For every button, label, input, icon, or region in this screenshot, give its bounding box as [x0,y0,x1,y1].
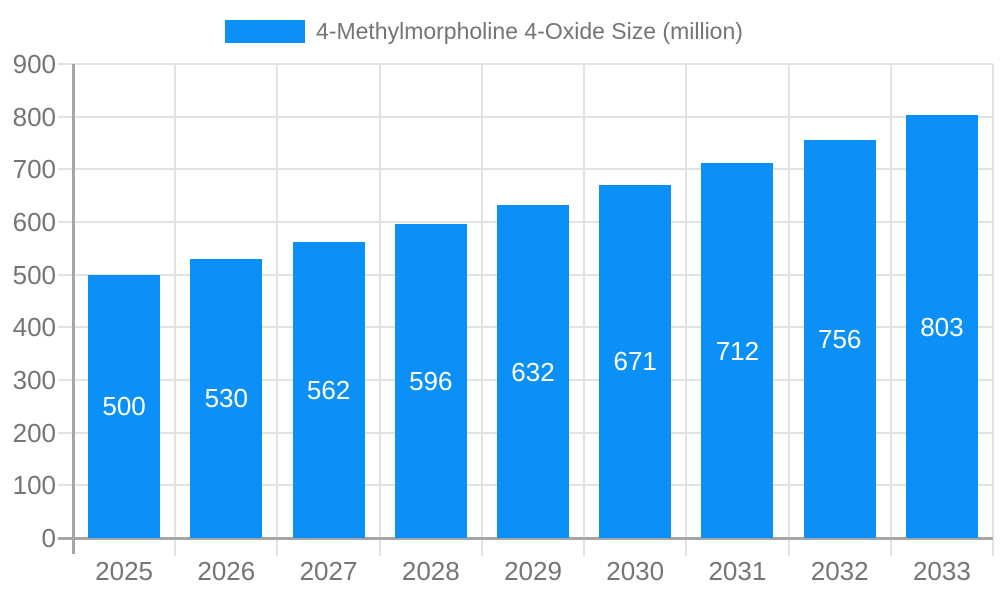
bar-2027[interactable] [292,242,365,538]
bar-2028[interactable] [394,224,467,538]
v-gridline [992,64,994,538]
x-tick [889,540,892,556]
bar-2030[interactable] [599,184,672,538]
bar-2025[interactable] [88,274,161,538]
y-tick [58,326,73,329]
v-gridline [276,64,279,538]
x-tick [583,540,586,556]
x-axis-tick-label: 2025 [95,556,154,586]
y-tick [58,63,73,65]
x-axis-tick-label: 2031 [708,556,767,586]
h-gridline [73,115,993,118]
v-gridline [685,64,688,538]
v-gridline [787,64,790,538]
v-gridline [480,64,483,538]
x-tick [174,540,177,556]
bar-value-label: 671 [613,346,657,377]
y-tick [58,484,73,487]
bar-value-label: 632 [511,356,555,387]
y-axis-tick-label: 100 [12,470,56,501]
bar-value-label: 803 [920,311,964,342]
bar-value-label: 530 [204,383,248,414]
bar-2029[interactable] [497,205,569,538]
y-tick [58,273,73,276]
y-axis-tick-label: 400 [12,312,56,343]
x-axis-tick-label: 2026 [197,556,256,586]
y-axis-line [72,64,75,554]
legend-label: 4-Methylmorpholine 4-Oxide Size (million… [316,18,743,44]
v-gridline [889,64,892,538]
y-axis-tick-label: 0 [41,523,56,553]
y-axis-tick-label: 900 [12,49,56,79]
y-tick [58,168,73,171]
bar-value-label: 756 [817,323,862,354]
v-gridline [378,64,381,538]
v-gridline [174,64,177,538]
bar-2031[interactable] [701,163,774,538]
x-axis-line [58,537,993,540]
bar-value-label: 596 [409,366,453,397]
bar-2026[interactable] [190,258,263,538]
y-axis-tick-label: 300 [12,365,56,395]
v-gridline [583,64,586,538]
bar-value-label: 712 [715,335,760,366]
x-axis-tick-label: 2027 [299,556,358,586]
x-tick [787,540,790,556]
x-axis-tick-label: 2029 [504,556,562,586]
y-axis-tick-label: 500 [12,259,56,290]
h-gridline [73,168,993,171]
x-axis-tick-label: 2033 [912,556,971,586]
x-tick [480,540,483,556]
h-gridline [73,63,993,65]
y-tick [58,431,73,434]
legend-swatch [225,20,305,43]
x-tick [276,540,279,556]
y-axis-tick-label: 800 [12,101,56,132]
y-tick [58,379,73,381]
y-tick [58,221,73,223]
x-axis-tick-label: 2032 [810,556,869,586]
chart-legend[interactable]: 4-Methylmorpholine 4-Oxide Size (million… [225,20,743,43]
x-tick [378,540,381,556]
y-axis-tick-label: 200 [12,417,56,448]
y-axis-tick-label: 600 [12,207,56,237]
x-tick [685,540,688,556]
bar-2033[interactable] [905,115,978,538]
x-axis-tick-label: 2030 [606,556,665,586]
bar-value-label: 562 [306,375,351,405]
x-tick [992,540,994,556]
y-axis-tick-label: 700 [12,154,56,185]
bar-2032[interactable] [803,139,876,538]
y-tick [58,115,73,118]
bar-value-label: 500 [102,391,146,422]
x-axis-tick-label: 2028 [401,556,460,586]
